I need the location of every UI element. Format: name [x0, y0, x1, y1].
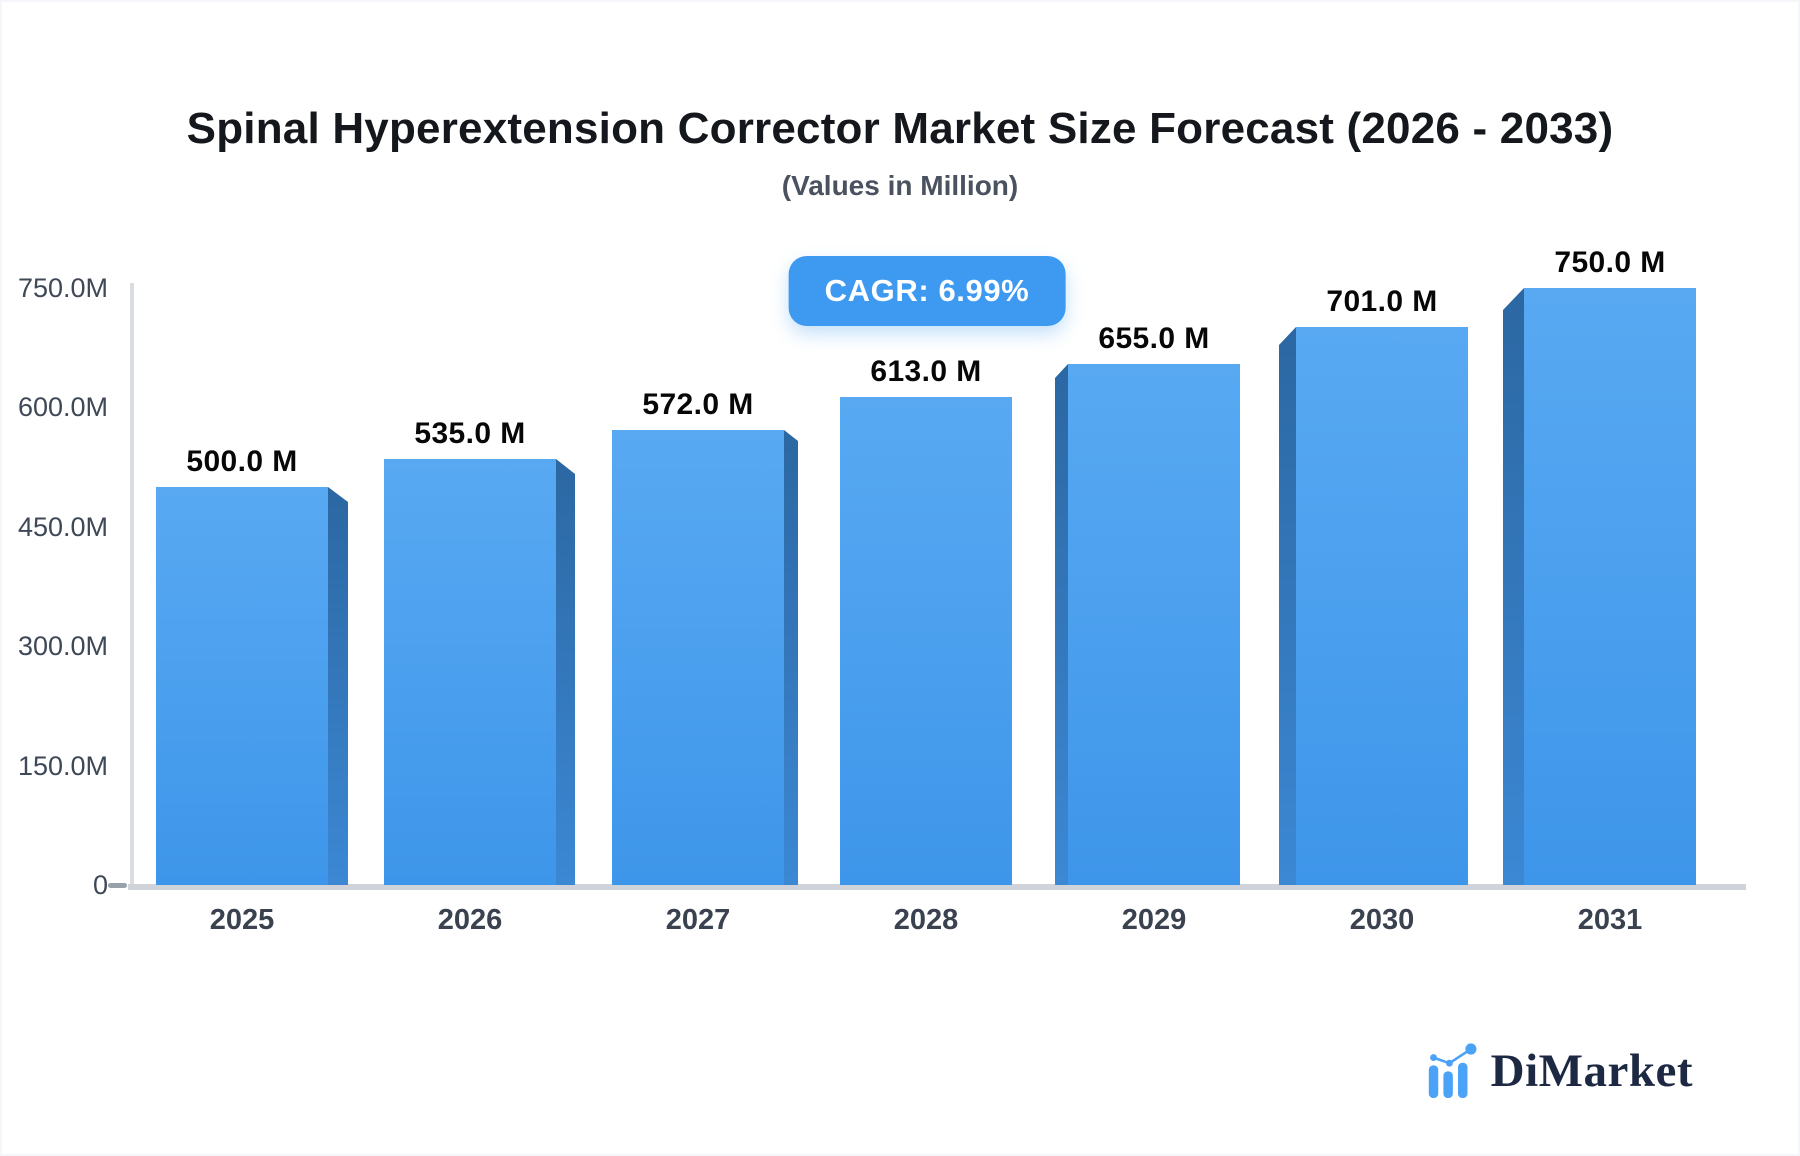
y-tick-label: 0 [92, 870, 108, 900]
chart-title: Spinal Hyperextension Corrector Market S… [186, 104, 1614, 153]
bar-side [556, 459, 575, 885]
bar-face [1296, 327, 1468, 885]
dimarket-logo: DiMarket [1427, 1043, 1693, 1098]
bar-side [1279, 327, 1296, 885]
y-tick-label: 150.0M [17, 750, 108, 781]
x-tick-label: 2030 [1349, 904, 1415, 936]
zero-tick-mark [108, 883, 127, 888]
bar-face [840, 397, 1012, 885]
bar-chart-sparkline-icon [1428, 1043, 1477, 1098]
bar-face [156, 487, 328, 885]
y-tick-label: 600.0M [17, 392, 108, 423]
logo-text: DiMarket [1490, 1044, 1693, 1097]
bar-value-label: 750.0 M [1554, 246, 1666, 279]
x-tick-label: 2026 [437, 904, 503, 936]
bar-side [1503, 288, 1524, 885]
x-axis-line [128, 884, 1746, 890]
bar-value-label: 535.0 M [414, 417, 526, 450]
y-tick-label: 450.0M [17, 511, 108, 542]
bar-side [784, 430, 798, 885]
bar-side [328, 487, 348, 885]
bar-value-label: 613.0 M [870, 355, 982, 388]
x-tick-label: 2031 [1577, 904, 1643, 936]
bar-value-label: 500.0 M [186, 445, 298, 478]
bar-side [1055, 364, 1068, 885]
x-tick-label: 2028 [893, 904, 959, 936]
x-tick-label: 2025 [209, 904, 275, 936]
bar-value-label: 572.0 M [642, 388, 754, 421]
x-tick-label: 2027 [665, 904, 731, 936]
x-tick-label: 2029 [1121, 904, 1187, 936]
bar-face [384, 459, 556, 885]
bar-face [1068, 364, 1240, 885]
y-tick-label: 750.0M [17, 273, 108, 303]
y-axis-line [130, 283, 134, 890]
cagr-badge: CAGR: 6.99% [788, 256, 1066, 326]
chart-subtitle: (Values in Million) [781, 170, 1019, 201]
bar-value-label: 701.0 M [1326, 285, 1438, 318]
bar-value-label: 655.0 M [1098, 322, 1210, 355]
bar-face [612, 430, 784, 885]
bar-face [1524, 288, 1696, 885]
y-tick-label: 300.0M [17, 631, 108, 662]
